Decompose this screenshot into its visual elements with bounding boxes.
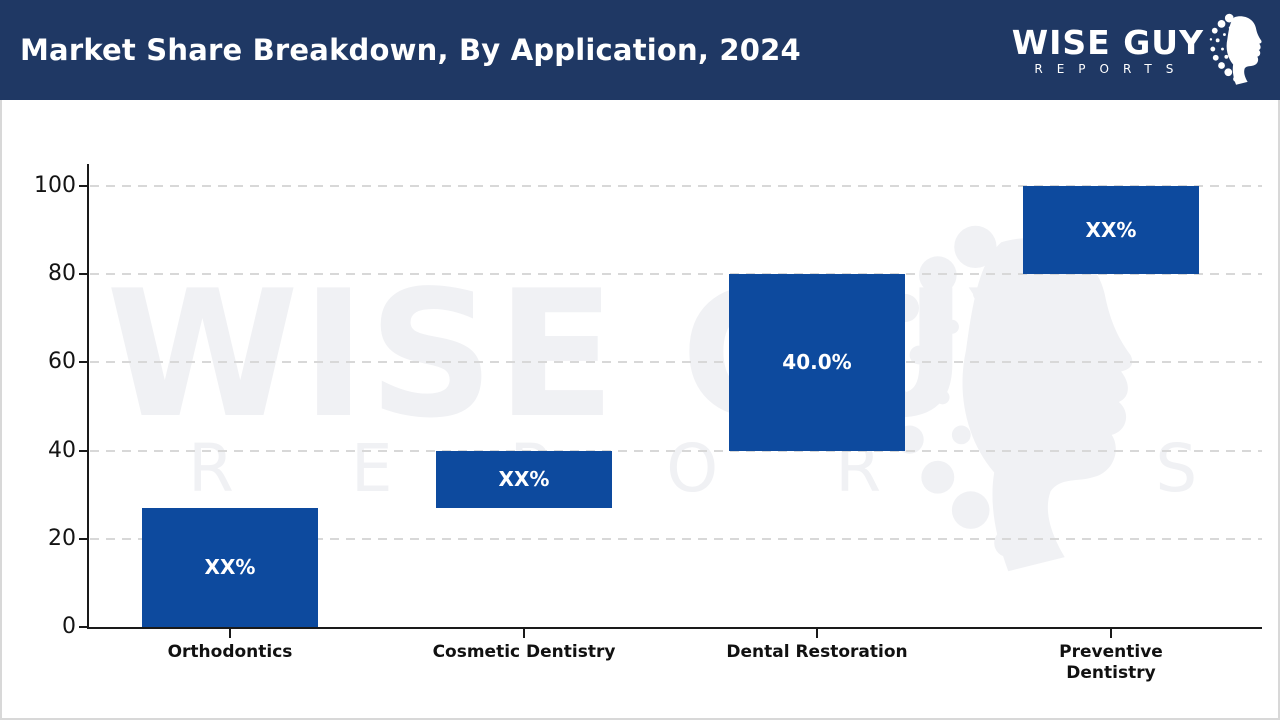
x-axis-tick bbox=[229, 629, 231, 638]
bar-orthodontics bbox=[142, 507, 318, 627]
x-tick-label: Dental Restoration bbox=[726, 642, 908, 662]
bar-value-label: 40.0% bbox=[782, 350, 852, 375]
y-axis-tick bbox=[79, 361, 87, 364]
y-tick-label: 100 bbox=[34, 173, 76, 198]
y-axis-tick bbox=[79, 185, 87, 187]
bar-cosmetic-dentistry bbox=[436, 450, 612, 508]
page-title: Market Share Breakdown, By Application, … bbox=[20, 33, 801, 67]
x-axis-line bbox=[87, 627, 1262, 629]
logo-face-icon bbox=[1209, 13, 1262, 85]
bar-value-label: XX% bbox=[204, 555, 256, 580]
y-axis-tick bbox=[79, 537, 87, 540]
x-axis-tick bbox=[1110, 629, 1112, 638]
x-tick-label: Cosmetic Dentistry bbox=[432, 642, 616, 662]
watermark-brand-text: WISE GUY bbox=[106, 254, 1100, 457]
header: Market Share Breakdown, By Application, … bbox=[0, 0, 1280, 100]
gridline-80 bbox=[90, 273, 1262, 276]
x-axis-tick bbox=[523, 629, 525, 638]
bar-value-label: XX% bbox=[498, 467, 550, 492]
x-tick-label: Orthodontics bbox=[167, 642, 293, 662]
gridline-60 bbox=[90, 361, 1262, 364]
y-tick-label: 0 bbox=[62, 614, 76, 639]
logo-subtitle: REPORTS bbox=[1034, 61, 1188, 76]
y-tick-label: 80 bbox=[48, 261, 76, 287]
bar-dental-restoration bbox=[729, 274, 905, 451]
gridline-40 bbox=[90, 449, 1262, 452]
bar-value-label: XX% bbox=[1085, 218, 1137, 243]
gridline-20 bbox=[90, 537, 1262, 540]
x-axis-tick bbox=[816, 629, 818, 638]
y-tick-label: 40 bbox=[48, 437, 76, 463]
y-tick-label: 20 bbox=[48, 525, 76, 551]
logo-text: WISE GUY REPORTS bbox=[1012, 26, 1204, 75]
y-axis-tick bbox=[79, 273, 87, 276]
bar-preventive-dentistry bbox=[1023, 186, 1199, 275]
y-axis-tick bbox=[79, 626, 87, 628]
x-tick-label: Preventive Dentistry bbox=[1059, 642, 1163, 683]
logo-brand: WISE GUY bbox=[1011, 22, 1204, 62]
gridline-100 bbox=[90, 185, 1262, 187]
y-axis-tick bbox=[79, 449, 87, 452]
y-axis-line bbox=[87, 164, 89, 629]
y-tick-label: 60 bbox=[48, 349, 76, 375]
wise-guy-logo: WISE GUY REPORTS bbox=[1012, 11, 1266, 89]
